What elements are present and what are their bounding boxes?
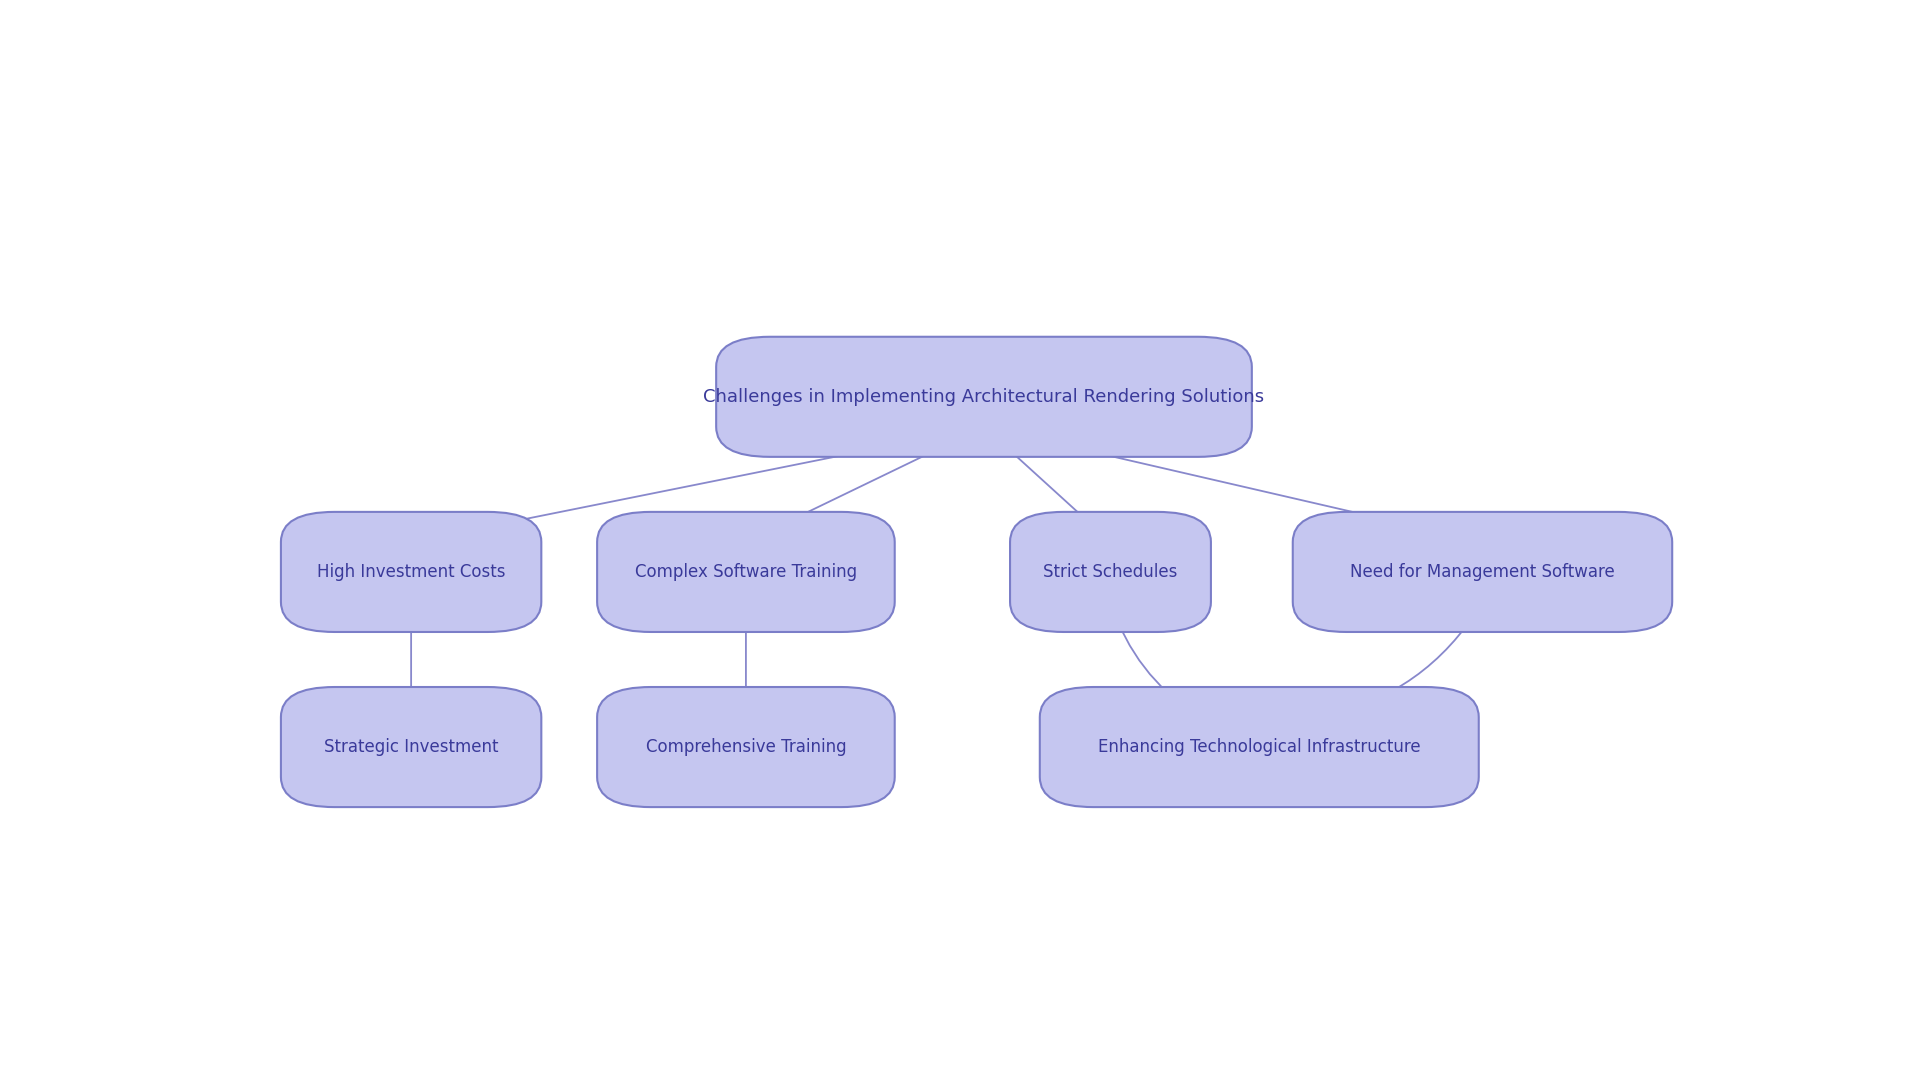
FancyBboxPatch shape <box>1041 687 1478 807</box>
Text: Strategic Investment: Strategic Investment <box>324 738 499 756</box>
Text: High Investment Costs: High Investment Costs <box>317 563 505 580</box>
Text: Enhancing Technological Infrastructure: Enhancing Technological Infrastructure <box>1098 738 1421 756</box>
Text: Comprehensive Training: Comprehensive Training <box>645 738 847 756</box>
Text: Need for Management Software: Need for Management Software <box>1350 563 1615 580</box>
Text: Challenges in Implementing Architectural Rendering Solutions: Challenges in Implementing Architectural… <box>703 388 1265 406</box>
Text: Strict Schedules: Strict Schedules <box>1043 563 1177 580</box>
FancyBboxPatch shape <box>597 512 895 632</box>
FancyBboxPatch shape <box>1010 512 1212 632</box>
Text: Complex Software Training: Complex Software Training <box>636 563 856 580</box>
FancyBboxPatch shape <box>280 687 541 807</box>
FancyBboxPatch shape <box>280 512 541 632</box>
FancyBboxPatch shape <box>716 337 1252 457</box>
FancyBboxPatch shape <box>597 687 895 807</box>
FancyBboxPatch shape <box>1292 512 1672 632</box>
